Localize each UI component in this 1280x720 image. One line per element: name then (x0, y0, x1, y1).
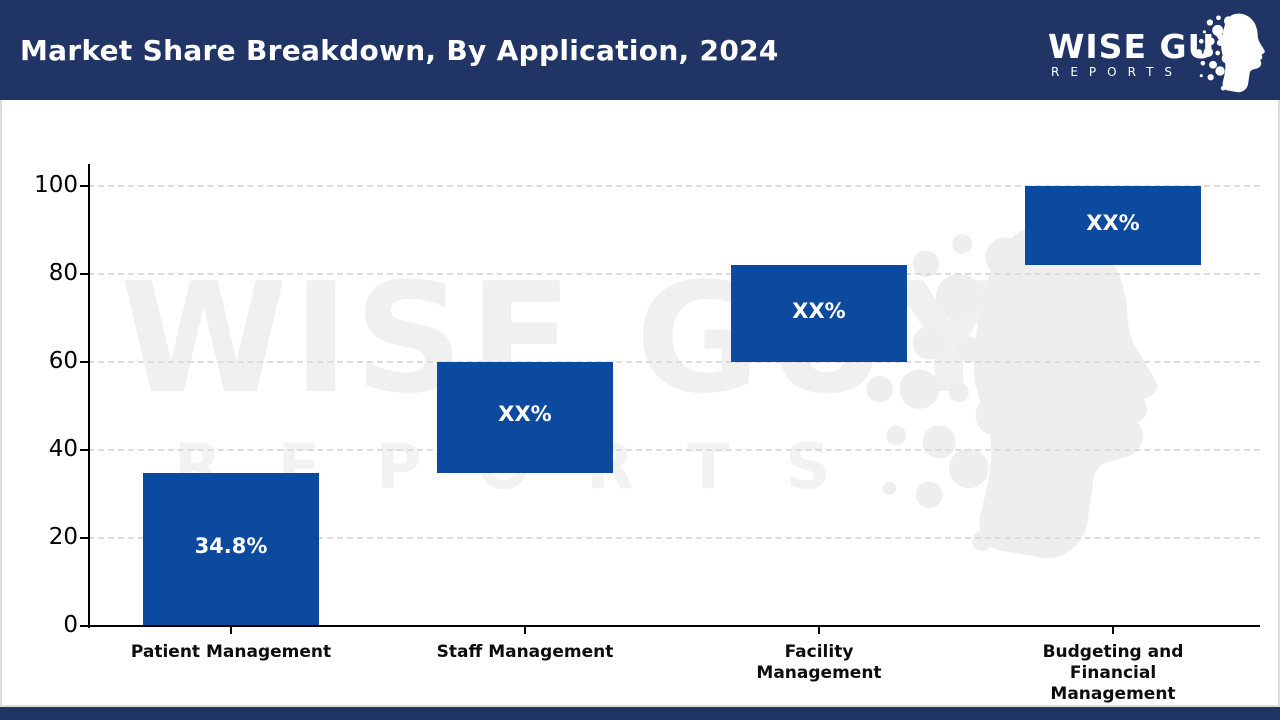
bar-2: XX% (437, 362, 613, 473)
x-axis-category-label-line: Facility (784, 642, 854, 662)
logo-wordmark: WISE GUY (1048, 27, 1241, 66)
x-axis-tick-4 (1112, 627, 1114, 634)
y-axis-spine (88, 164, 90, 628)
x-axis-category-label: Patient Management (116, 642, 346, 663)
bar-value-label: XX% (498, 402, 552, 427)
x-axis-category-label: Budgeting and Financial Management (998, 642, 1228, 705)
x-axis-category-label: Staff Management (410, 642, 640, 663)
page-title: Market Share Breakdown, By Application, … (20, 34, 779, 67)
logo-subtitle: REPORTS (1051, 65, 1184, 79)
bar-value-label: XX% (792, 298, 846, 323)
y-axis-tick-label: 20 (48, 524, 78, 550)
gridline-80 (88, 273, 1260, 275)
x-axis-category-label-line: Staff Management (436, 642, 614, 662)
bar-3: XX% (731, 265, 907, 362)
x-axis-category-label: Facility Management (704, 642, 934, 684)
header-bar: Market Share Breakdown, By Application, … (0, 0, 1280, 100)
wise-guy-reports-logo: WISE GUY REPORTS (1018, 8, 1268, 94)
footer-bar (0, 707, 1280, 720)
x-axis-category-label-line: Patient Management (130, 642, 332, 662)
x-axis-category-label-line: Financial (1069, 663, 1157, 683)
bar-value-label: 34.8% (194, 534, 268, 559)
logo-head-icon (1190, 10, 1272, 96)
y-axis-tick-label: 40 (48, 436, 78, 462)
bar-4: XX% (1025, 186, 1201, 266)
gridline-20 (88, 537, 1260, 539)
bar-value-label: XX% (1086, 210, 1140, 235)
y-axis-tick-label: 60 (48, 348, 78, 374)
x-axis-category-label-line: Management (756, 663, 882, 683)
gridline-100 (88, 185, 1260, 187)
chart-area: WISE GUY REPORTS 02040608010034.8%Patien… (0, 100, 1280, 707)
y-axis-tick-100 (80, 185, 88, 187)
y-axis-tick-label: 80 (48, 260, 78, 286)
gridline-40 (88, 449, 1260, 451)
y-axis-tick-80 (80, 273, 88, 275)
logo-text: WISE GUY REPORTS (1048, 27, 1241, 80)
x-axis-tick-1 (230, 627, 232, 634)
x-axis-tick-2 (524, 627, 526, 634)
gridline-60 (88, 361, 1260, 363)
x-axis-spine (88, 625, 1260, 627)
x-axis-category-label-line: Management (1050, 684, 1176, 704)
bar-1: 34.8% (143, 472, 319, 626)
x-axis-tick-3 (818, 627, 820, 634)
y-axis-tick-label: 100 (34, 172, 78, 198)
y-axis-tick-60 (80, 361, 88, 363)
y-axis-tick-0 (80, 625, 88, 627)
y-axis-tick-label: 0 (63, 612, 78, 638)
y-axis-tick-40 (80, 449, 88, 451)
x-axis-category-label-line: Budgeting and (1042, 642, 1184, 662)
y-axis-tick-20 (80, 537, 88, 539)
